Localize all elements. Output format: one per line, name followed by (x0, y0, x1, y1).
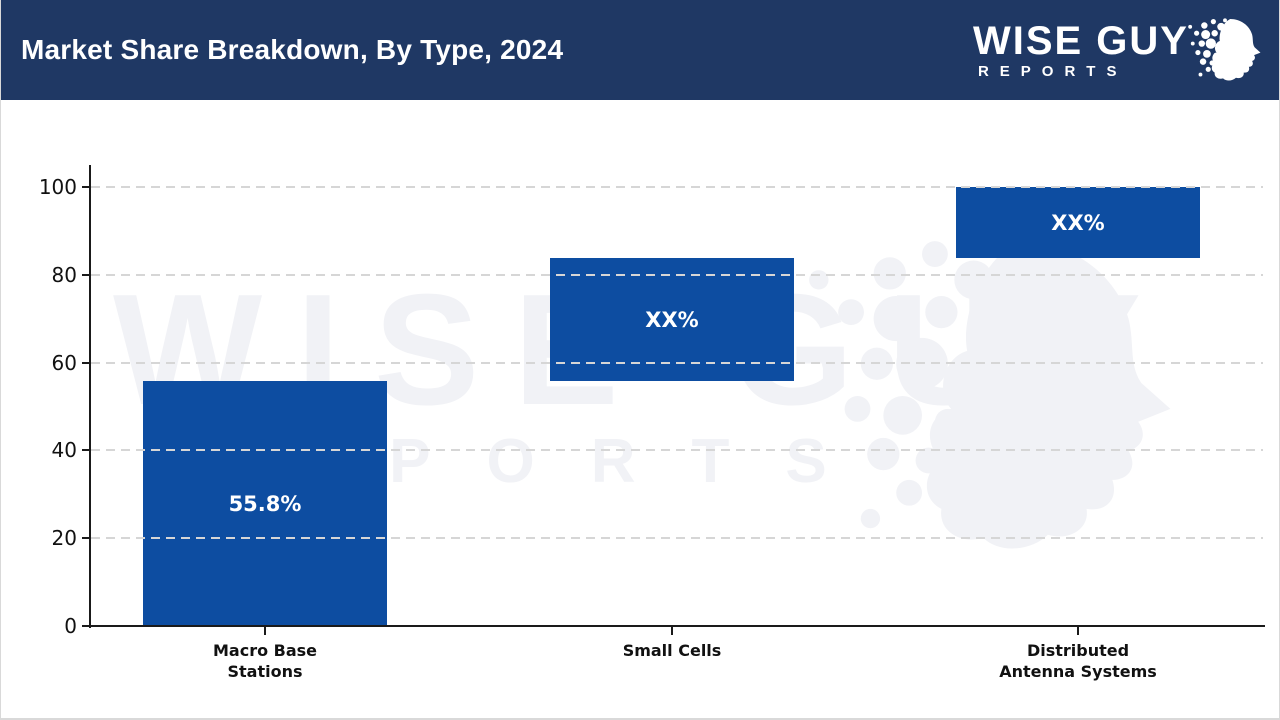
x-tick (671, 627, 673, 635)
gridline (91, 449, 1263, 452)
wise-guy-logo: WISE GUY REPORTS (973, 14, 1265, 86)
bar-value-label: XX% (1051, 210, 1105, 235)
y-tick-label: 0 (64, 614, 77, 638)
bar: XX% (956, 187, 1200, 259)
x-tick-label: Distributed Antenna Systems (928, 640, 1228, 682)
y-tick (82, 186, 90, 188)
x-tick (264, 627, 266, 635)
x-tick-label-line: Stations (227, 662, 303, 681)
y-tick-label: 20 (51, 526, 77, 551)
bar: 55.8% (143, 381, 387, 626)
gridline (91, 361, 1263, 364)
y-tick (82, 273, 90, 276)
gridline (91, 273, 1263, 276)
x-tick-label: Small Cells (522, 640, 822, 661)
y-tick-label: 100 (38, 175, 77, 199)
y-tick (82, 625, 90, 627)
dotted-head-icon (1188, 18, 1261, 81)
y-tick (82, 361, 90, 364)
logo-wordmark: WISE GUY REPORTS (973, 21, 1189, 79)
bar-value-label: XX% (645, 307, 699, 332)
axis-y (89, 165, 91, 628)
bar: XX% (550, 258, 794, 382)
dotted-head-watermark-icon (809, 237, 1171, 549)
gridline (91, 186, 1263, 188)
x-tick-label-line: Distributed (1026, 641, 1130, 660)
x-tick-label-line: Small Cells (622, 641, 722, 660)
y-tick-label: 40 (51, 438, 77, 463)
y-tick (82, 449, 90, 452)
x-tick (1077, 627, 1079, 635)
x-tick-label-line: Macro Base (212, 641, 318, 660)
axis-x (89, 625, 1265, 627)
logo-line1: WISE GUY (972, 19, 1189, 63)
chart-area: WISE GUY REPORTS 0 20 40 60 80 100 55.8% Macro … (1, 100, 1279, 718)
gridline (91, 537, 1263, 540)
page-title: Market Share Breakdown, By Type, 2024 (21, 34, 564, 65)
bar-value-label: 55.8% (228, 491, 302, 516)
y-tick-label: 60 (51, 350, 77, 375)
x-tick-label: Macro Base Stations (115, 640, 415, 682)
logo-line2: REPORTS (977, 63, 1128, 80)
y-tick-label: 80 (51, 262, 77, 287)
header-bar: Market Share Breakdown, By Type, 2024 WI… (1, 0, 1279, 100)
y-tick (82, 537, 90, 540)
x-tick-label-line: Antenna Systems (999, 662, 1157, 681)
